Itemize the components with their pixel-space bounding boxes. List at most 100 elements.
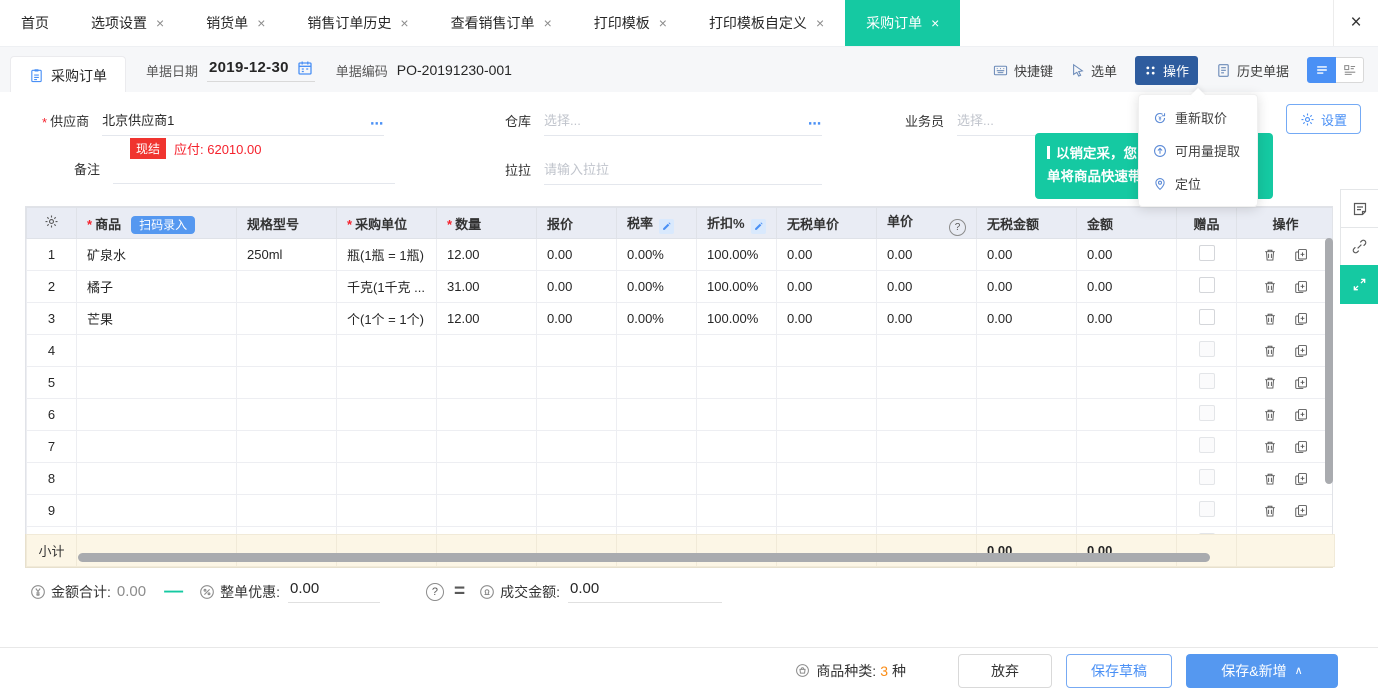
scan-entry-badge[interactable]: 扫码录入	[131, 215, 196, 234]
menu-item-extract-available[interactable]: 可用量提取	[1139, 134, 1257, 167]
menu-item-refresh-price[interactable]: 重新取价	[1139, 101, 1257, 134]
cell-unit[interactable]	[336, 462, 437, 495]
gift-checkbox[interactable]	[1198, 277, 1215, 293]
save-and-new-button[interactable]: 保存&新增 ∧	[1186, 653, 1338, 688]
cell-spec[interactable]	[236, 494, 337, 527]
delete-row-icon[interactable]	[1263, 344, 1277, 358]
cell-quote[interactable]	[536, 430, 617, 463]
cell-notax_amount[interactable]: 0.00	[976, 270, 1077, 303]
cell-price[interactable]	[876, 398, 977, 431]
column-settings-icon[interactable]	[44, 214, 59, 229]
cell-notax_amount[interactable]	[976, 366, 1077, 399]
cell-discount[interactable]	[696, 526, 777, 534]
cell-spec[interactable]	[236, 462, 337, 495]
delete-row-icon[interactable]	[1263, 280, 1277, 294]
gift-checkbox[interactable]	[1198, 405, 1215, 421]
delete-row-icon[interactable]	[1263, 504, 1277, 518]
actions-button[interactable]: 操作	[1134, 55, 1198, 85]
cell-unit[interactable]	[336, 494, 437, 527]
cell-discount[interactable]	[696, 430, 777, 463]
cell-qty[interactable]	[436, 334, 537, 367]
cell-spec[interactable]: 250ml	[236, 238, 337, 271]
cell-notax_amount[interactable]: 0.00	[976, 238, 1077, 271]
cell-unit[interactable]	[336, 430, 437, 463]
cell-price[interactable]	[876, 526, 977, 534]
cell-discount[interactable]	[696, 494, 777, 527]
cell-quote[interactable]	[536, 462, 617, 495]
cell-unit[interactable]	[336, 398, 437, 431]
copy-row-icon[interactable]	[1294, 504, 1308, 518]
cell-discount[interactable]: 100.00%	[696, 302, 777, 335]
cell-tax[interactable]: 0.00%	[616, 270, 697, 303]
gift-checkbox[interactable]	[1198, 373, 1215, 389]
cell-notax_amount[interactable]	[976, 494, 1077, 527]
copy-row-icon[interactable]	[1294, 312, 1308, 326]
tab-home[interactable]: 首页	[0, 0, 70, 46]
cell-tax[interactable]: 0.00%	[616, 238, 697, 271]
cell-spec[interactable]	[236, 366, 337, 399]
vertical-scrollbar-thumb[interactable]	[1325, 238, 1333, 484]
cell-product[interactable]	[76, 494, 237, 527]
cell-product[interactable]	[76, 366, 237, 399]
cell-quote[interactable]: 0.00	[536, 270, 617, 303]
gift-checkbox[interactable]	[1198, 341, 1215, 357]
cell-unit[interactable]: 瓶(1瓶 = 1瓶)	[336, 238, 437, 271]
cell-spec[interactable]	[236, 270, 337, 303]
abandon-button[interactable]: 放弃	[958, 653, 1052, 688]
tab-sales-slip[interactable]: 销货单 ×	[185, 0, 286, 46]
cell-product[interactable]: 橘子	[76, 270, 237, 303]
settings-button[interactable]: 设置	[1286, 104, 1362, 134]
edit-column-icon[interactable]	[659, 218, 675, 234]
cell-amount[interactable]	[1076, 526, 1177, 534]
cell-amount[interactable]	[1076, 398, 1177, 431]
cell-discount[interactable]	[696, 462, 777, 495]
cell-notax_price[interactable]: 0.00	[776, 270, 877, 303]
copy-row-icon[interactable]	[1294, 376, 1308, 390]
delete-row-icon[interactable]	[1263, 376, 1277, 390]
cell-price[interactable]	[876, 366, 977, 399]
tab-options[interactable]: 选项设置 ×	[70, 0, 185, 46]
copy-row-icon[interactable]	[1294, 248, 1308, 262]
cell-product[interactable]	[76, 398, 237, 431]
cell-spec[interactable]	[236, 334, 337, 367]
date-input[interactable]: 2019-12-30	[207, 59, 315, 82]
tab-close-icon[interactable]: ×	[815, 15, 825, 31]
warehouse-input[interactable]: 选择... ⋯	[544, 110, 823, 136]
cell-notax_amount[interactable]: 0.00	[976, 302, 1077, 335]
cell-qty[interactable]	[436, 430, 537, 463]
cell-qty[interactable]	[436, 494, 537, 527]
cell-spec[interactable]	[236, 430, 337, 463]
tab-close-icon[interactable]: ×	[931, 15, 940, 31]
cell-product[interactable]	[76, 462, 237, 495]
menu-item-locate[interactable]: 定位	[1139, 167, 1257, 200]
cell-discount[interactable]	[696, 334, 777, 367]
cell-notax_amount[interactable]	[976, 462, 1077, 495]
cell-amount[interactable]: 0.00	[1076, 238, 1177, 271]
cell-notax_price[interactable]	[776, 398, 877, 431]
cell-product[interactable]	[76, 526, 237, 534]
cell-amount[interactable]	[1076, 430, 1177, 463]
gift-checkbox[interactable]	[1198, 533, 1215, 534]
cell-discount[interactable]	[696, 398, 777, 431]
cell-discount[interactable]	[696, 366, 777, 399]
cell-quote[interactable]	[536, 334, 617, 367]
cell-product[interactable]: 矿泉水	[76, 238, 237, 271]
delete-row-icon[interactable]	[1263, 472, 1277, 486]
gift-checkbox[interactable]	[1198, 501, 1215, 517]
gift-checkbox[interactable]	[1198, 437, 1215, 453]
cell-qty[interactable]	[436, 526, 537, 534]
calendar-icon[interactable]	[297, 60, 313, 76]
cell-quote[interactable]	[536, 494, 617, 527]
copy-row-icon[interactable]	[1294, 280, 1308, 294]
cell-tax[interactable]	[616, 398, 697, 431]
cell-product[interactable]: 芒果	[76, 302, 237, 335]
cell-amount[interactable]	[1076, 334, 1177, 367]
cell-notax_price[interactable]	[776, 462, 877, 495]
shortcut-keys-button[interactable]: 快捷键	[993, 61, 1053, 80]
cell-notax_amount[interactable]	[976, 334, 1077, 367]
cell-tax[interactable]	[616, 334, 697, 367]
tab-close-icon[interactable]: ×	[156, 15, 165, 31]
cell-spec[interactable]	[236, 398, 337, 431]
cell-amount[interactable]	[1076, 494, 1177, 527]
delete-row-icon[interactable]	[1263, 248, 1277, 262]
